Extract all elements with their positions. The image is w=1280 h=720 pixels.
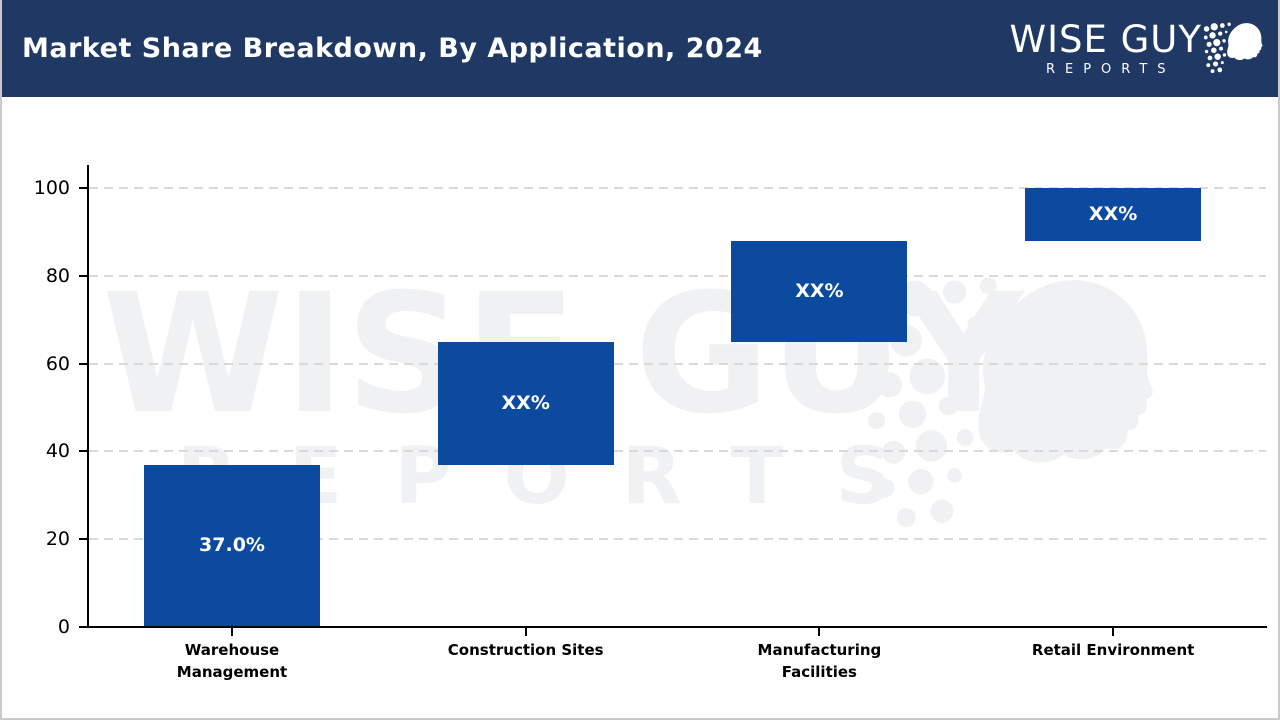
y-axis-tick-label: 80 xyxy=(45,264,70,287)
category-label: Retail Environment xyxy=(1031,641,1195,659)
x-axis-tick xyxy=(1112,628,1115,636)
gridline xyxy=(89,187,1266,189)
logo-text: WISE GUY REPORTS xyxy=(1009,18,1202,77)
y-axis-tick xyxy=(79,274,87,277)
x-axis-spine xyxy=(87,626,1267,628)
bar-value-label: XX% xyxy=(501,392,550,415)
wise-guy-logo: WISE GUY REPORTS xyxy=(1010,8,1268,90)
category-label: Warehouse Management xyxy=(176,641,288,681)
bar-warehouse-management: 37.0% xyxy=(144,464,320,626)
x-axis-tick xyxy=(231,628,233,636)
y-axis-tick-label: 40 xyxy=(45,440,70,463)
gridline xyxy=(89,274,1266,277)
header: Market Share Breakdown, By Application, … xyxy=(2,0,1278,97)
y-axis-tick-label: 0 xyxy=(57,616,70,638)
bar-construction-sites: XX% xyxy=(437,341,614,465)
page-title: Market Share Breakdown, By Application, … xyxy=(22,33,763,64)
y-axis-tick-label: 60 xyxy=(45,352,70,375)
y-axis-tick xyxy=(79,187,87,189)
y-axis-tick xyxy=(79,626,87,628)
gridline xyxy=(89,362,1266,365)
y-axis-tick-label: 20 xyxy=(45,528,70,551)
y-axis-spine xyxy=(87,165,89,628)
y-axis-tick xyxy=(79,538,87,541)
bar-retail-environment: XX% xyxy=(1025,188,1202,241)
bar-value-label: XX% xyxy=(1088,203,1138,226)
logo-subtext: REPORTS xyxy=(1045,61,1176,77)
gridline xyxy=(89,538,1266,541)
logo-wordmark: WISE GUY xyxy=(1009,18,1202,62)
bar-value-label: XX% xyxy=(795,280,844,303)
y-axis-tick xyxy=(79,362,87,365)
x-axis-tick xyxy=(524,628,527,636)
bar-manufacturing-facilities: XX% xyxy=(731,240,908,342)
logo-head-icon xyxy=(1204,22,1263,74)
x-axis-tick xyxy=(818,628,821,636)
gridline xyxy=(89,450,1266,453)
y-axis-tick xyxy=(79,450,87,453)
category-label: Manufacturing Facilities xyxy=(757,641,882,681)
bar-value-label: 37.0% xyxy=(199,534,265,557)
y-axis-tick-label: 100 xyxy=(33,177,70,199)
category-label: Construction Sites xyxy=(447,641,604,659)
